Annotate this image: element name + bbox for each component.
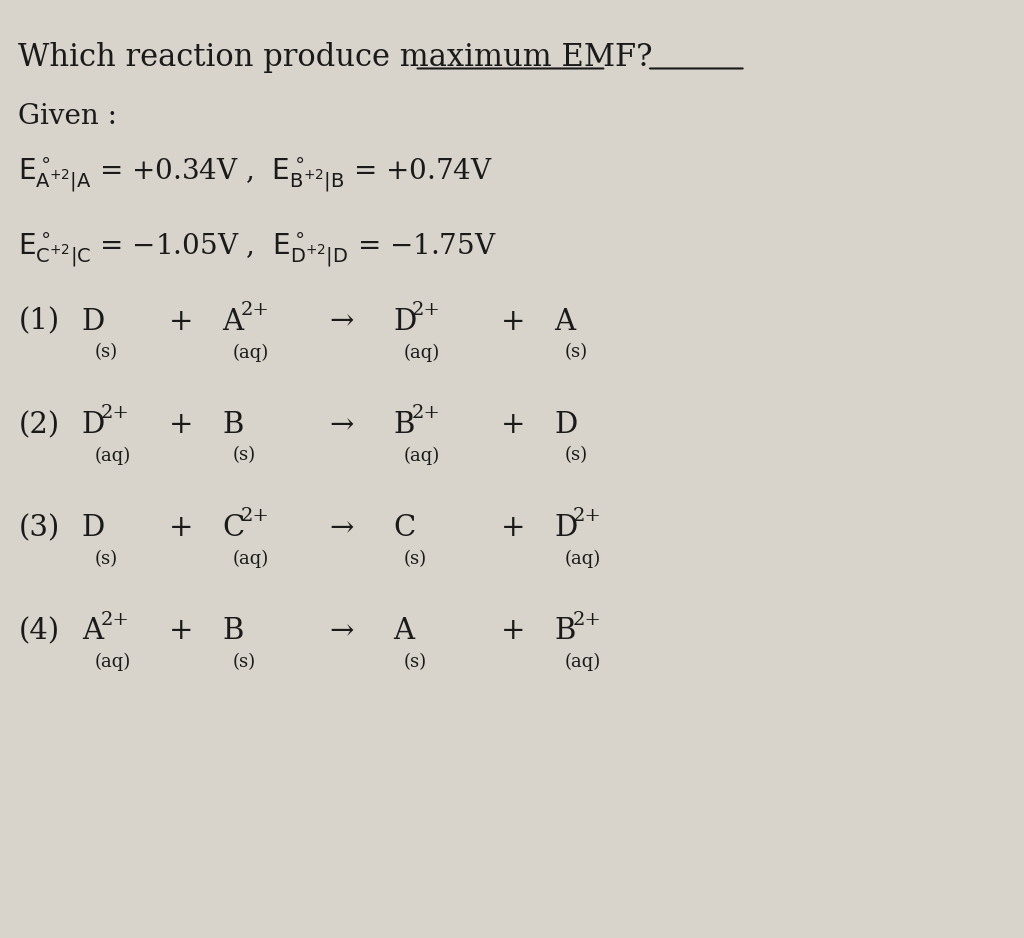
Text: (s): (s) (232, 653, 256, 671)
Text: 2+: 2+ (572, 507, 601, 525)
Text: +: + (501, 308, 525, 336)
Text: D: D (554, 411, 578, 439)
Text: +: + (169, 411, 194, 439)
Text: 2+: 2+ (100, 404, 129, 422)
Text: A: A (222, 308, 244, 336)
Text: 2+: 2+ (100, 611, 129, 628)
Text: Which reaction produce maximum EMF?: Which reaction produce maximum EMF? (18, 42, 653, 73)
Text: (aq): (aq) (94, 446, 130, 464)
Text: A: A (82, 617, 103, 645)
Text: $\mathrm{E}^\circ_{\mathrm{A}^{+2}|\mathrm{A}}$ = +0.34V ,  $\mathrm{E}^\circ_{\: $\mathrm{E}^\circ_{\mathrm{A}^{+2}|\math… (18, 155, 494, 193)
Text: +: + (501, 411, 525, 439)
Text: D: D (82, 514, 105, 542)
Text: +: + (501, 514, 525, 542)
Text: (aq): (aq) (564, 653, 600, 671)
Text: B: B (393, 411, 415, 439)
Text: →: → (330, 411, 354, 439)
Text: 2+: 2+ (572, 611, 601, 628)
Text: (s): (s) (94, 343, 118, 361)
Text: (aq): (aq) (564, 550, 600, 567)
Text: +: + (169, 617, 194, 645)
Text: (s): (s) (564, 343, 588, 361)
Text: D: D (82, 308, 105, 336)
Text: (aq): (aq) (232, 343, 268, 361)
Text: (aq): (aq) (403, 343, 439, 361)
Text: 2+: 2+ (241, 301, 269, 319)
Text: C: C (393, 514, 416, 542)
Text: (s): (s) (564, 446, 588, 464)
Text: C: C (222, 514, 245, 542)
Text: +: + (169, 514, 194, 542)
Text: B: B (554, 617, 575, 645)
Text: +: + (169, 308, 194, 336)
Text: (aq): (aq) (232, 550, 268, 567)
Text: (aq): (aq) (403, 446, 439, 464)
Text: D: D (393, 308, 417, 336)
Text: 2+: 2+ (412, 301, 440, 319)
Text: (2): (2) (18, 411, 59, 439)
Text: 2+: 2+ (241, 507, 269, 525)
Text: +: + (501, 617, 525, 645)
Text: →: → (330, 514, 354, 542)
Text: Given :: Given : (18, 103, 118, 130)
Text: A: A (393, 617, 415, 645)
Text: (3): (3) (18, 514, 59, 542)
Text: →: → (330, 617, 354, 645)
Text: (s): (s) (232, 446, 256, 464)
Text: D: D (82, 411, 105, 439)
Text: (aq): (aq) (94, 653, 130, 671)
Text: (s): (s) (403, 653, 427, 671)
Text: D: D (554, 514, 578, 542)
Text: B: B (222, 411, 244, 439)
Text: (s): (s) (94, 550, 118, 567)
Text: 2+: 2+ (412, 404, 440, 422)
Text: (4): (4) (18, 617, 59, 645)
Text: B: B (222, 617, 244, 645)
Text: →: → (330, 308, 354, 336)
Text: (s): (s) (403, 550, 427, 567)
Text: $\mathrm{E}^\circ_{\mathrm{C}^{+2}|\mathrm{C}}$ = −1.05V ,  $\mathrm{E}^\circ_{\: $\mathrm{E}^\circ_{\mathrm{C}^{+2}|\math… (18, 230, 497, 268)
Text: A: A (554, 308, 575, 336)
Text: (1): (1) (18, 308, 59, 336)
